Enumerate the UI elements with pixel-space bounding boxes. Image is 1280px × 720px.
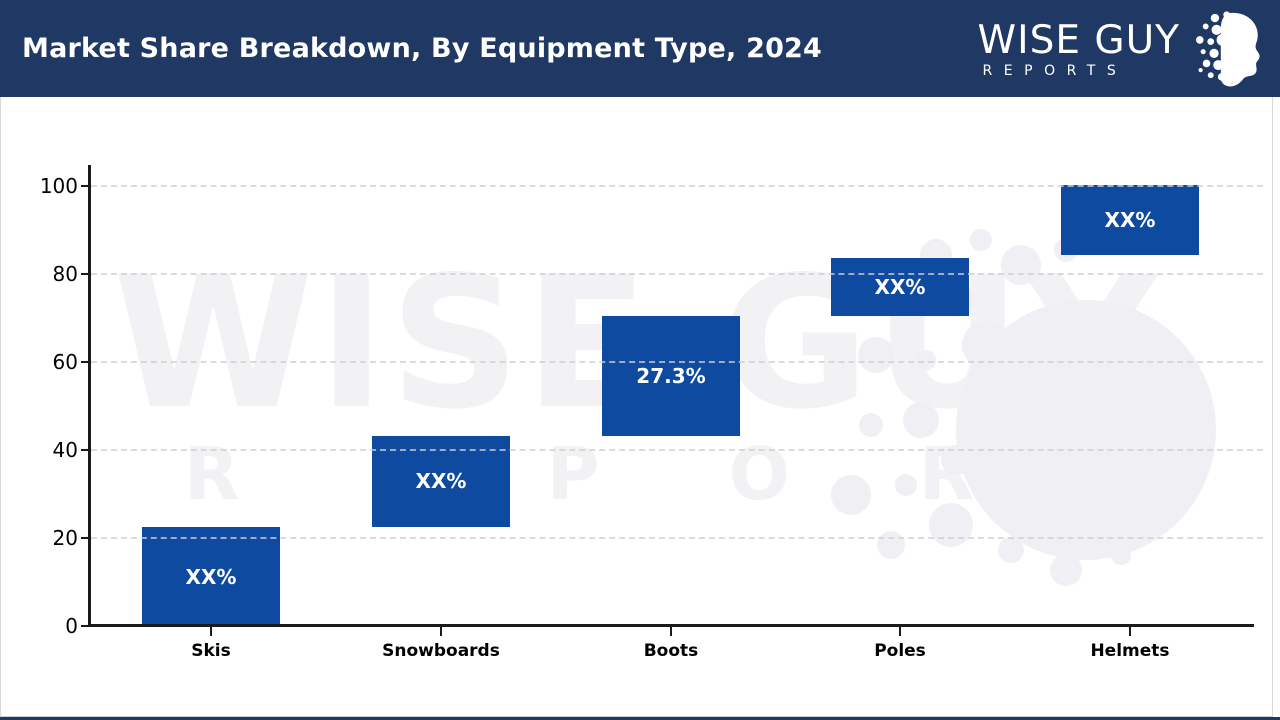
bar-value-label: XX% [185,564,237,589]
wise-guy-head-icon [1196,11,1260,87]
logo-wordmark: WISE GUY [977,18,1180,64]
x-axis-line [88,624,1254,627]
bar-poles: XX% [831,257,969,316]
bar-value-label: XX% [415,469,467,494]
x-tick-mark [440,627,442,636]
header-bar: Market Share Breakdown, By Equipment Typ… [0,0,1280,97]
bar-value-label: XX% [874,274,926,299]
gridline-40 [91,449,1263,451]
y-tick-mark [81,449,90,451]
x-tick-mark [670,627,672,636]
bar-helmets: XX% [1061,185,1199,256]
x-tick-mark [1129,627,1131,636]
gridline-60 [91,361,1263,363]
y-tick-mark [81,185,90,187]
footer-bar [0,717,1280,720]
y-tick-label: 60 [52,350,78,374]
x-tick-mark [899,627,901,636]
bar-boots: 27.3% [602,315,740,436]
logo-text: WISE GUY REPORTS [977,18,1180,79]
bar-value-label: 27.3% [636,363,706,388]
x-category-label: Poles [874,641,926,661]
gridline-100 [91,185,1263,187]
x-category-label: Boots [643,641,699,661]
x-category-label: Helmets [1090,641,1170,661]
y-tick-mark [81,625,90,627]
y-tick-label: 20 [52,526,78,550]
y-axis-line [88,165,91,627]
y-tick-mark [81,537,90,539]
x-category-label: Skis [191,641,231,661]
page-title: Market Share Breakdown, By Equipment Typ… [22,33,823,64]
y-tick-label: 80 [52,262,78,286]
bar-value-label: XX% [1104,208,1156,233]
gridline-20 [91,537,1263,539]
y-tick-label: 100 [39,174,78,198]
bar-skis: XX% [142,527,280,626]
x-tick-mark [210,627,212,636]
y-tick-label: 40 [52,438,78,462]
x-category-label: Snowboards [382,641,500,661]
wise-guy-logo: WISE GUY REPORTS [978,8,1268,92]
y-tick-mark [81,361,90,363]
y-tick-mark [81,273,90,275]
gridline-80 [91,273,1263,275]
y-tick-label: 0 [65,614,78,638]
bar-snowboards: XX% [372,435,510,527]
logo-subtitle: REPORTS [982,62,1128,79]
watermark-head-icon [831,229,1216,586]
